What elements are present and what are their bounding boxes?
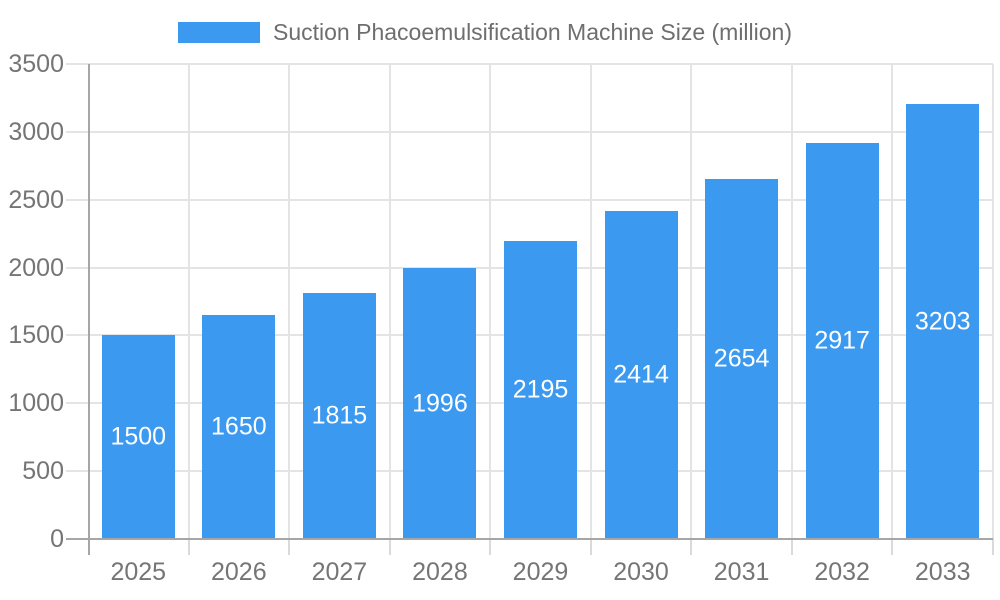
bar-value-label: 1500 bbox=[110, 422, 167, 451]
y-axis-line bbox=[88, 64, 90, 555]
x-axis-tick-label: 2032 bbox=[814, 558, 870, 586]
x-axis-tick bbox=[589, 539, 592, 555]
y-axis-tick-label: 0 bbox=[50, 525, 64, 553]
plot-area: 1500 1650 1815 1996 2195 2414 2654 2917 3203 bbox=[66, 63, 994, 555]
x-axis-tick-label: 2027 bbox=[311, 558, 368, 586]
y-gridline bbox=[66, 63, 993, 65]
x-axis-tick-label: 2033 bbox=[914, 558, 971, 586]
y-axis-tick-label: 2000 bbox=[8, 253, 64, 282]
bar-2025[interactable]: 1500 bbox=[101, 335, 175, 539]
bar-2031[interactable]: 2654 bbox=[705, 178, 779, 539]
bar-2032[interactable]: 2917 bbox=[805, 143, 879, 539]
y-axis-tick-label: 3000 bbox=[8, 117, 64, 146]
x-axis-tick bbox=[288, 539, 291, 555]
y-axis-tick-label: 3500 bbox=[8, 50, 64, 78]
x-axis-tick-label: 2025 bbox=[110, 558, 167, 586]
y-axis-tick-label: 2500 bbox=[8, 185, 64, 214]
x-axis-tick bbox=[690, 539, 693, 555]
bar-value-label: 1815 bbox=[311, 401, 368, 430]
x-gridline bbox=[690, 64, 693, 539]
x-gridline bbox=[489, 64, 492, 539]
y-gridline bbox=[66, 130, 993, 133]
x-gridline bbox=[891, 64, 894, 539]
chart-legend[interactable]: Suction Phacoemulsification Machine Size… bbox=[178, 16, 792, 48]
bar-value-label: 3203 bbox=[914, 307, 971, 336]
x-axis-tick bbox=[790, 539, 793, 555]
x-axis-tick-label: 2029 bbox=[512, 558, 569, 586]
x-axis-tick bbox=[489, 539, 492, 555]
bar-2027[interactable]: 1815 bbox=[302, 292, 376, 539]
y-axis-tick-label: 1000 bbox=[8, 389, 64, 418]
x-axis-tick bbox=[891, 539, 894, 555]
x-axis-tick bbox=[388, 539, 391, 555]
x-gridline bbox=[187, 64, 190, 539]
x-gridline bbox=[589, 64, 592, 539]
y-gridline bbox=[66, 198, 993, 201]
x-gridline bbox=[288, 64, 291, 539]
legend-label: Suction Phacoemulsification Machine Size… bbox=[273, 18, 793, 45]
x-axis-line bbox=[66, 538, 993, 540]
x-gridline bbox=[388, 64, 391, 539]
bar-value-label: 1996 bbox=[412, 389, 468, 418]
x-axis-tick-label: 2030 bbox=[613, 558, 669, 586]
bar-2029[interactable]: 2195 bbox=[504, 241, 577, 539]
x-axis-tick-label: 2031 bbox=[713, 558, 770, 586]
bar-2028[interactable]: 1996 bbox=[403, 268, 477, 539]
bar-value-label: 2414 bbox=[613, 360, 669, 389]
x-gridline bbox=[790, 64, 793, 539]
bar-value-label: 2195 bbox=[512, 375, 569, 404]
bar-value-label: 1650 bbox=[211, 412, 267, 441]
legend-swatch bbox=[178, 21, 260, 43]
x-axis-tick bbox=[187, 539, 190, 555]
bar-value-label: 2917 bbox=[814, 326, 870, 355]
x-gridline bbox=[992, 64, 994, 539]
x-axis-tick bbox=[992, 539, 994, 555]
bar-value-label: 2654 bbox=[713, 344, 770, 373]
bar-2030[interactable]: 2414 bbox=[604, 211, 678, 539]
x-axis-tick-label: 2028 bbox=[412, 558, 468, 586]
bar-2026[interactable]: 1650 bbox=[202, 315, 276, 539]
y-axis-tick-label: 500 bbox=[22, 457, 64, 486]
bar-2033[interactable]: 3203 bbox=[906, 104, 980, 539]
y-axis-tick-label: 1500 bbox=[8, 321, 64, 350]
x-axis-tick-label: 2026 bbox=[211, 558, 267, 586]
